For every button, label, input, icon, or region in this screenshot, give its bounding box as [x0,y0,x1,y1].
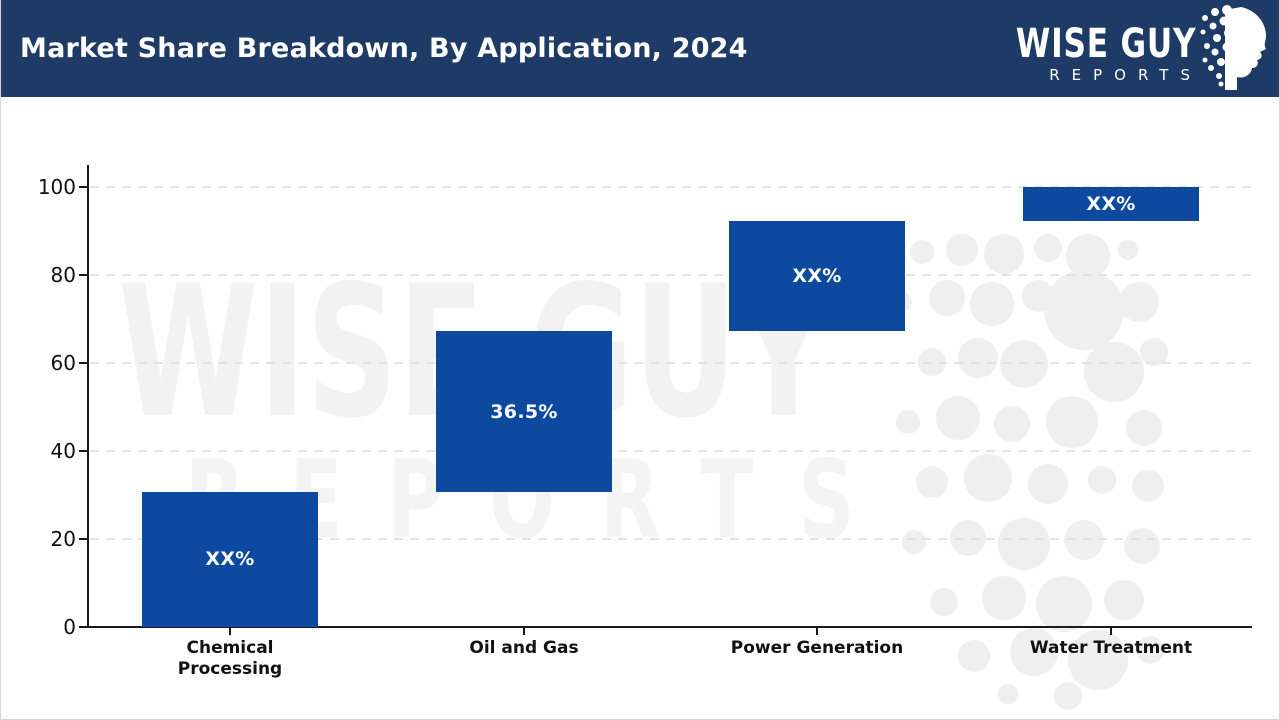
y-tick-mark [79,274,88,276]
gridline [90,450,1252,452]
x-tick-mark [523,628,525,635]
page-title: Market Share Breakdown, By Application, … [20,33,748,64]
x-tick-mark [816,628,818,635]
y-tick-label: 100 [37,175,76,199]
brand-face-icon [1200,5,1267,90]
x-axis-label: Oil and Gas [469,638,579,658]
y-tick-mark [79,538,88,540]
gridline [90,274,1252,276]
x-tick-mark [229,628,231,635]
header: Market Share Breakdown, By Application, … [0,0,1280,97]
brand-logo-text: WISE GUY REPORTS [965,24,1196,84]
bar: XX% [1023,187,1199,221]
bar: XX% [729,220,905,332]
y-tick-label: 40 [50,439,76,463]
x-axis-label: Chemical Processing [177,638,283,679]
x-axis-label: Power Generation [730,638,904,658]
bar-value-label: XX% [792,265,842,288]
x-tick-mark [1110,628,1112,635]
bar: XX% [142,491,318,627]
y-tick-mark [79,186,88,188]
gridline [90,538,1252,540]
gridline [90,362,1252,364]
bar-value-label: XX% [205,548,255,571]
x-axis-line [86,626,1252,628]
y-tick-label: 0 [63,615,76,639]
bar-value-label: XX% [1086,192,1136,215]
y-tick-label: 80 [50,263,76,287]
y-tick-mark [79,362,88,364]
brand-logo: WISE GUY REPORTS [965,4,1270,92]
y-tick-mark [79,626,88,628]
y-axis-line [87,165,89,628]
x-axis-label: Water Treatment [1029,638,1193,658]
bar: 36.5% [436,331,612,492]
y-tick-mark [79,450,88,452]
brand-subname: REPORTS [1049,66,1202,84]
y-tick-label: 60 [50,351,76,375]
bar-value-label: 36.5% [490,400,558,423]
y-tick-label: 20 [50,527,76,551]
gridline [90,186,1252,188]
brand-name: WISE GUY [1015,21,1196,67]
